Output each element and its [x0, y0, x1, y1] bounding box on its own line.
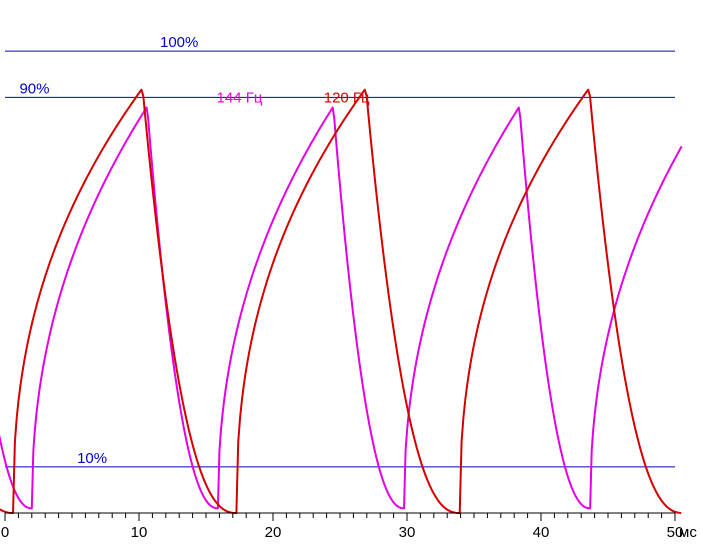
series-label-144 Гц: 144 Гц [217, 90, 263, 107]
x-tick-label: 10 [131, 524, 148, 541]
x-tick-label: 40 [533, 524, 550, 541]
ref-label-100: 100% [160, 34, 198, 51]
x-axis-unit: мс [679, 524, 697, 541]
x-tick-label: 30 [399, 524, 416, 541]
ref-label-90: 90% [19, 80, 49, 97]
x-tick-label: 20 [265, 524, 282, 541]
ref-label-10: 10% [77, 450, 107, 467]
response-time-chart: 100%90%10%144 Гц120 Гц01020304050мс [0, 0, 703, 550]
x-tick-label: 0 [1, 524, 9, 541]
chart-svg: 100%90%10%144 Гц120 Гц01020304050мс [0, 0, 703, 550]
series-label-120 Гц: 120 Гц [324, 90, 370, 107]
